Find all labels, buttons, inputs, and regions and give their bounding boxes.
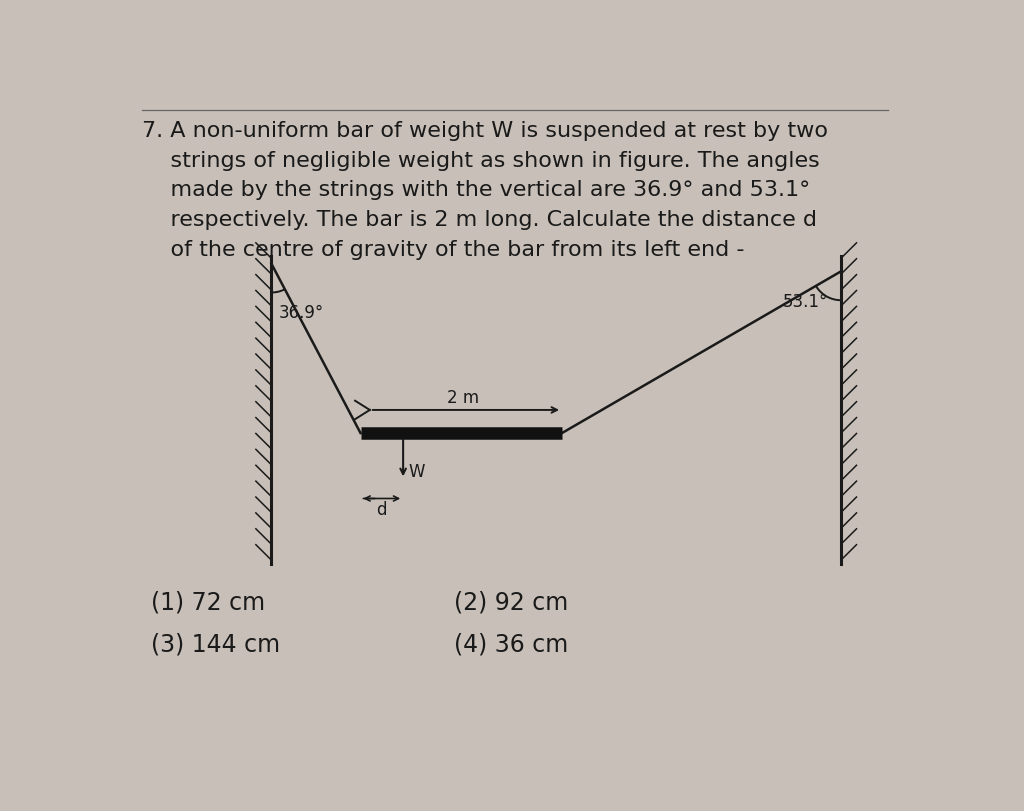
Text: 53.1°: 53.1° <box>783 293 828 311</box>
Text: (2) 92 cm: (2) 92 cm <box>454 590 567 615</box>
Text: strings of negligible weight as shown in figure. The angles: strings of negligible weight as shown in… <box>142 151 819 171</box>
Text: (4) 36 cm: (4) 36 cm <box>454 633 567 657</box>
Text: 2 m: 2 m <box>447 388 479 407</box>
Text: (1) 72 cm: (1) 72 cm <box>152 590 265 615</box>
Text: d: d <box>377 501 387 519</box>
Text: W: W <box>409 462 425 481</box>
Text: (3) 144 cm: (3) 144 cm <box>152 633 281 657</box>
Text: made by the strings with the vertical are 36.9° and 53.1°: made by the strings with the vertical ar… <box>142 181 810 200</box>
Text: 7. A non-uniform bar of weight W is suspended at rest by two: 7. A non-uniform bar of weight W is susp… <box>142 121 828 141</box>
Text: of the centre of gravity of the bar from its left end -: of the centre of gravity of the bar from… <box>142 240 744 260</box>
Text: respectively. The bar is 2 m long. Calculate the distance d: respectively. The bar is 2 m long. Calcu… <box>142 210 817 230</box>
Text: 36.9°: 36.9° <box>280 303 325 322</box>
